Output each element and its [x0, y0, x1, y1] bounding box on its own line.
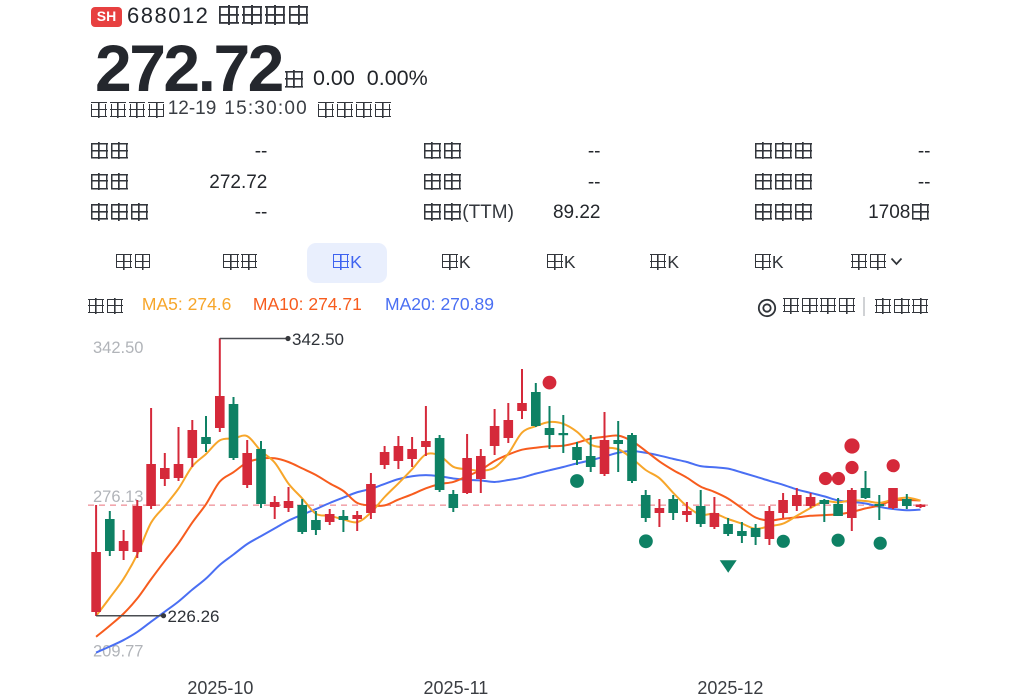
- svg-text:209.77: 209.77: [93, 643, 143, 661]
- svg-text:226.26: 226.26: [168, 607, 220, 626]
- svg-text:2025-11: 2025-11: [424, 678, 489, 698]
- svg-text:2025-10: 2025-10: [187, 678, 253, 698]
- svg-text:342.50: 342.50: [93, 339, 143, 357]
- svg-text:276.13: 276.13: [93, 488, 143, 506]
- svg-text:2025-12: 2025-12: [697, 678, 763, 698]
- svg-text:342.50: 342.50: [292, 330, 344, 349]
